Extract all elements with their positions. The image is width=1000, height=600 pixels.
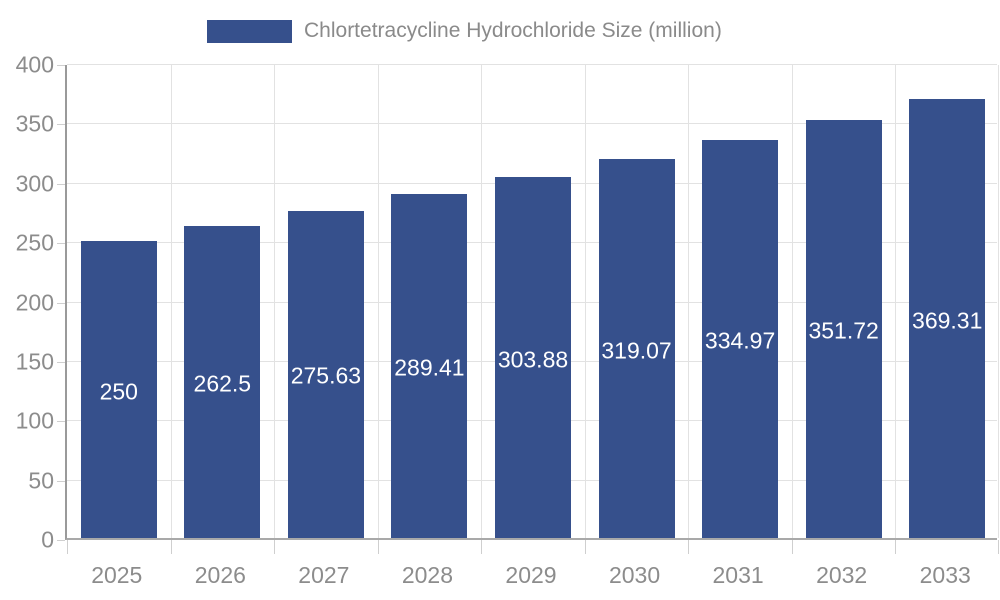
bar-value-label: 250 [99,378,138,405]
x-axis-tick [584,540,586,554]
y-axis-label: 0 [41,526,54,553]
x-axis-tick [377,540,379,554]
y-axis-label: 100 [15,407,54,434]
y-axis-tick [57,243,65,245]
x-axis-tick [170,540,172,554]
y-axis-label: 300 [15,170,54,197]
gridline-horizontal [67,123,997,125]
bar [909,99,986,538]
x-axis-label: 2025 [91,562,143,588]
bar [702,140,779,538]
y-axis-tick [57,421,65,423]
x-axis-label: 2032 [816,562,868,588]
y-axis-tick [57,302,65,304]
gridline-vertical [274,65,276,538]
bar [391,194,468,538]
gridline-vertical [170,65,172,538]
x-axis-tick [998,540,999,554]
bar-value-label: 351.72 [808,317,879,344]
gridline-vertical [688,65,690,538]
y-axis-label: 250 [15,229,54,256]
gridline-vertical [895,65,897,538]
x-axis-label: 2033 [919,562,971,588]
y-axis-tick [57,540,65,541]
y-axis-label: 400 [15,51,54,78]
gridline-vertical [998,65,999,538]
x-axis-label: 2027 [298,562,350,588]
x-axis-tick [895,540,897,554]
x-axis-tick [688,540,690,554]
y-axis-tick [57,480,65,482]
x-axis-tick [67,540,68,554]
bar-value-label: 289.41 [394,354,465,381]
y-axis-tick [57,124,65,126]
x-axis-label: 2026 [194,562,246,588]
plot-area: 250 262.5 275.63 289.41 303.88 319.07 334.97 35… [65,64,999,554]
x-axis-tick [481,540,483,554]
y-axis-tick [57,361,65,363]
bar-value-label: 334.97 [704,327,776,354]
bar [287,210,364,538]
chart-legend: Chlortetracycline Hydrochloride Size (mi… [207,19,722,43]
bar-value-label: 319.07 [601,337,672,364]
bar [598,159,675,538]
y-axis-tick [57,65,65,66]
bar [805,120,882,538]
x-axis-tick [274,540,276,554]
y-axis-label: 50 [28,467,54,494]
bar-value-label: 369.31 [912,307,983,334]
gridline-horizontal [67,64,997,65]
gridline-vertical [481,65,483,538]
bar [495,177,571,538]
legend-label: Chlortetracycline Hydrochloride Size (mi… [304,19,722,42]
gridline-vertical [584,65,586,538]
x-axis-label: 2031 [712,562,764,588]
legend-swatch [207,19,292,43]
x-axis-tick [791,540,793,554]
y-axis-label: 350 [15,110,54,137]
x-axis-label: 2029 [505,562,557,588]
gridline-vertical [791,65,793,538]
bar [80,241,157,538]
gridline-vertical [377,65,379,538]
x-axis-label: 2030 [608,562,661,588]
y-axis-label: 150 [15,348,54,375]
bar-value-label: 262.5 [193,370,252,397]
bar-value-label: 303.88 [497,346,569,373]
bar [184,226,261,538]
y-axis-label: 200 [15,289,54,315]
y-axis-tick [57,183,65,185]
bar-value-label: 275.63 [290,362,362,389]
x-axis-label: 2028 [401,562,454,588]
